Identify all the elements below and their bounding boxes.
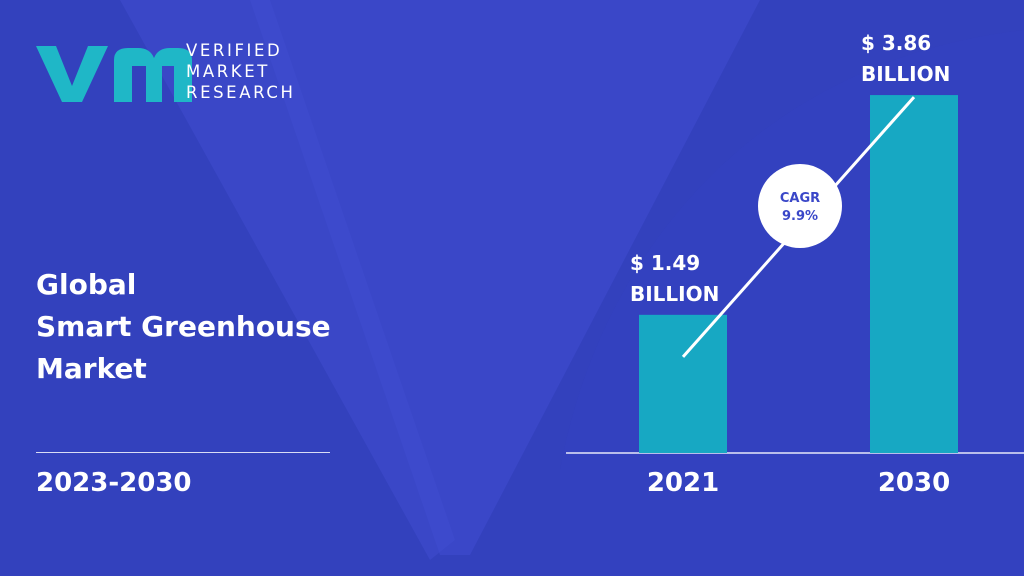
x-tick-label-2021: 2021 [647,468,719,498]
value-label-2030-amount: $ 3.86 [861,31,931,55]
cagr-bubble [758,164,842,248]
bar-chart: $ 1.49 BILLION 2021 $ 3.86 BILLION 2030 CAGR 9.… [566,31,1024,498]
brand-line-3: RESEARCH [186,83,296,102]
title-divider [36,452,330,453]
value-label-2021-unit: BILLION [630,282,719,306]
logo-m-mark [114,48,192,102]
background-v-left [120,0,455,560]
cagr-label: CAGR [780,191,820,206]
title-line-3: Market [36,352,147,385]
bar-2030 [870,95,958,453]
brand-name: VERIFIED MARKET RESEARCH [186,40,295,103]
brand-logo [36,46,192,102]
brand-line-1: VERIFIED [186,41,283,60]
value-label-2030-unit: BILLION [861,62,950,86]
bar-2021 [639,314,727,453]
title-line-2: Smart Greenhouse [36,310,331,343]
value-label-2021-amount: $ 1.49 [630,251,700,275]
cagr-value: 9.9% [782,209,818,224]
forecast-period: 2023-2030 [36,468,192,498]
brand-line-2: MARKET [186,62,270,81]
logo-v-mark [36,46,108,102]
title-line-1: Global [36,268,137,301]
x-tick-label-2030: 2030 [878,468,950,498]
page-title: Global Smart Greenhouse Market [36,264,331,390]
